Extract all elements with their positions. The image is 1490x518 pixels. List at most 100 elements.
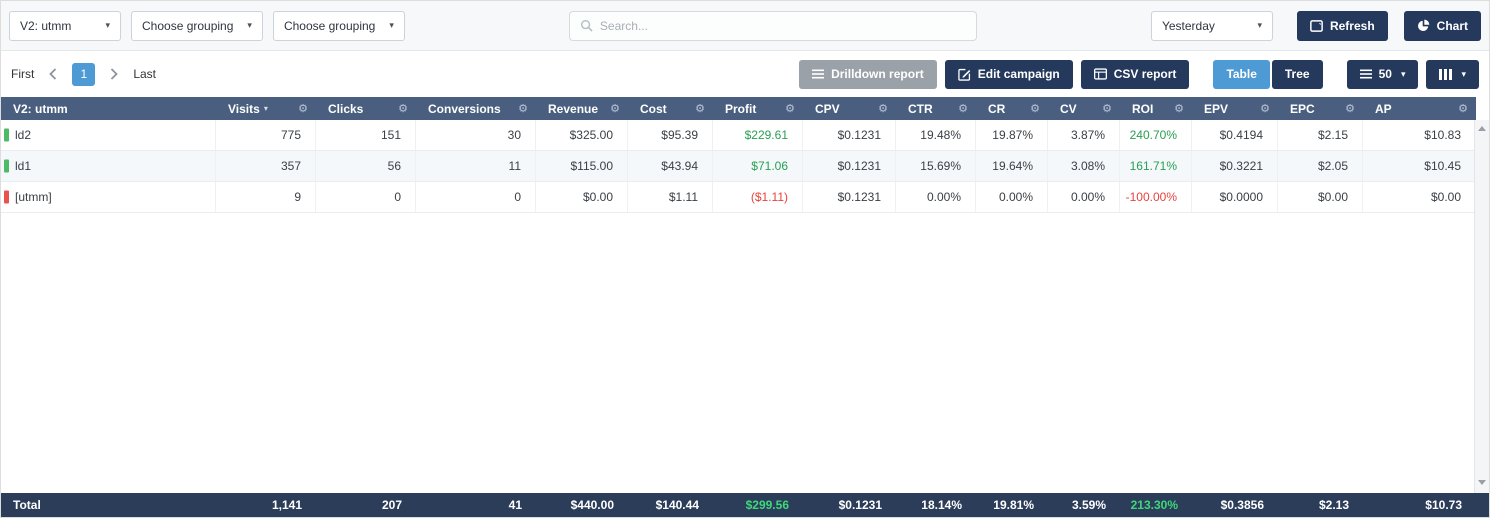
total-ctr: 18.14% <box>921 498 962 512</box>
column-header-profit[interactable]: Profit ⚙ <box>725 101 795 116</box>
campaign-select-value: V2: utmm <box>20 18 72 33</box>
scroll-up-arrow-icon[interactable] <box>1478 126 1486 131</box>
chevron-left-icon[interactable] <box>49 68 57 80</box>
column-header-cpv[interactable]: CPV ⚙ <box>815 101 888 116</box>
pagination: First 1 Last <box>11 62 157 86</box>
column-header-visits[interactable]: Visits ▾ ⚙ <box>228 101 308 116</box>
epc-cell: $2.05 <box>1278 151 1363 181</box>
epc-cell: $0.00 <box>1278 182 1363 212</box>
total-epc: $2.13 <box>1318 498 1349 512</box>
chart-button[interactable]: Chart <box>1403 10 1481 41</box>
column-settings-icon[interactable]: ⚙ <box>958 103 968 115</box>
ap-cell: $0.00 <box>1363 182 1476 212</box>
epv-cell: $0.0000 <box>1192 182 1278 212</box>
column-header-clicks[interactable]: Clicks ⚙ <box>328 101 408 116</box>
visits-cell: 775 <box>216 120 316 150</box>
scroll-down-arrow-icon[interactable] <box>1478 480 1486 485</box>
cpv-cell: $0.1231 <box>803 151 896 181</box>
profit-cell: ($1.11) <box>713 182 803 212</box>
column-header-epv[interactable]: EPV ⚙ <box>1204 101 1270 116</box>
roi-cell: -100.00% <box>1120 182 1192 212</box>
view-tree-button[interactable]: Tree <box>1271 59 1323 89</box>
column-header-epc[interactable]: EPC ⚙ <box>1290 101 1355 116</box>
view-table-button[interactable]: Table <box>1213 59 1270 89</box>
grouping-select-2-value: Choose grouping <box>283 18 376 33</box>
column-header-name[interactable]: V2: utmm <box>13 101 68 116</box>
cr-cell: 19.87% <box>976 120 1048 150</box>
row-name-cell: [utmm] <box>1 182 216 212</box>
status-indicator-green <box>4 128 9 142</box>
csv-report-button[interactable]: CSV report <box>1080 59 1190 89</box>
drilldown-report-button[interactable]: Drilldown report <box>799 59 937 89</box>
column-header-cv[interactable]: CV ⚙ <box>1060 101 1112 116</box>
column-settings-icon[interactable]: ⚙ <box>298 103 308 115</box>
column-settings-icon[interactable]: ⚙ <box>610 103 620 115</box>
visits-cell: 357 <box>216 151 316 181</box>
column-settings-icon[interactable]: ⚙ <box>1030 103 1040 115</box>
row-name-cell: ld1 <box>1 151 216 181</box>
edit-campaign-button[interactable]: Edit campaign <box>944 59 1073 89</box>
total-profit: $299.56 <box>745 498 789 512</box>
search-box <box>568 10 977 41</box>
column-header-roi[interactable]: ROI ⚙ <box>1132 101 1184 116</box>
report-table-area: V2: utmm Visits ▾ ⚙ Clicks ⚙ Conversions… <box>1 97 1489 493</box>
edit-campaign-label: Edit campaign <box>977 67 1060 81</box>
date-range-select[interactable]: Yesterday ▾ <box>1150 10 1273 41</box>
row-name-cell: ld2 <box>1 120 216 150</box>
search-input[interactable] <box>599 18 966 33</box>
grouping-select-1[interactable]: Choose grouping ▾ <box>131 10 263 41</box>
table-row[interactable]: ld2 775 151 30 $325.00 $95.39 $229.61 $0… <box>1 120 1476 151</box>
rows-per-page-value: 50 <box>1378 67 1392 81</box>
view-tree-label: Tree <box>1284 67 1310 81</box>
cr-cell: 0.00% <box>976 182 1048 212</box>
total-row: Total 1,141 207 41 $440.00 $140.44 $299.… <box>1 493 1489 517</box>
cpv-cell: $0.1231 <box>803 182 896 212</box>
profit-cell: $229.61 <box>713 120 803 150</box>
column-settings-icon[interactable]: ⚙ <box>878 103 888 115</box>
sort-desc-icon: ▾ <box>263 104 268 113</box>
column-header-cost[interactable]: Cost ⚙ <box>640 101 705 116</box>
column-settings-icon[interactable]: ⚙ <box>1458 103 1468 115</box>
column-settings-icon[interactable]: ⚙ <box>695 103 705 115</box>
edit-pencil-icon <box>958 68 971 81</box>
column-settings-icon[interactable]: ⚙ <box>1260 103 1270 115</box>
epv-cell: $0.3221 <box>1192 151 1278 181</box>
table-header-row: V2: utmm Visits ▾ ⚙ Clicks ⚙ Conversions… <box>1 97 1476 120</box>
refresh-button[interactable]: Refresh <box>1296 10 1388 41</box>
total-roi: 213.30% <box>1130 498 1178 512</box>
pagination-page-1[interactable]: 1 <box>72 62 96 86</box>
cost-cell: $95.39 <box>628 120 713 150</box>
csv-file-icon <box>1093 68 1107 80</box>
column-header-ctr[interactable]: CTR ⚙ <box>908 101 968 116</box>
column-header-cr[interactable]: CR ⚙ <box>988 101 1040 116</box>
columns-dropdown[interactable]: ▾ <box>1426 59 1479 89</box>
column-header-ap[interactable]: AP ⚙ <box>1375 101 1468 116</box>
pagination-last[interactable]: Last <box>133 67 157 81</box>
epc-cell: $2.15 <box>1278 120 1363 150</box>
column-settings-icon[interactable]: ⚙ <box>785 103 795 115</box>
column-settings-icon[interactable]: ⚙ <box>398 103 408 115</box>
status-indicator-green <box>4 159 9 173</box>
campaign-select[interactable]: V2: utmm ▾ <box>9 10 121 41</box>
chevron-down-icon: ▾ <box>105 20 110 30</box>
rows-per-page-dropdown[interactable]: 50 ▾ <box>1346 59 1419 89</box>
column-settings-icon[interactable]: ⚙ <box>518 103 528 115</box>
grouping-select-2[interactable]: Choose grouping ▾ <box>272 10 405 41</box>
table-row[interactable]: ld1 357 56 11 $115.00 $43.94 $71.06 $0.1… <box>1 151 1476 182</box>
vertical-scrollbar[interactable] <box>1474 120 1489 493</box>
view-table-label: Table <box>1226 67 1257 81</box>
chevron-right-icon[interactable] <box>110 68 119 80</box>
total-cost: $140.44 <box>655 498 699 512</box>
clicks-cell: 56 <box>316 151 416 181</box>
column-header-conversions[interactable]: Conversions ⚙ <box>428 101 528 116</box>
cv-cell: 3.87% <box>1048 120 1120 150</box>
pagination-first[interactable]: First <box>11 67 35 81</box>
total-cpv: $0.1231 <box>838 498 882 512</box>
top-toolbar: V2: utmm ▾ Choose grouping ▾ Choose grou… <box>1 1 1489 51</box>
column-settings-icon[interactable]: ⚙ <box>1345 103 1355 115</box>
column-settings-icon[interactable]: ⚙ <box>1174 103 1184 115</box>
column-settings-icon[interactable]: ⚙ <box>1102 103 1112 115</box>
table-row[interactable]: [utmm] 9 0 0 $0.00 $1.11 ($1.11) $0.1231… <box>1 182 1476 213</box>
column-header-revenue[interactable]: Revenue ⚙ <box>548 101 620 116</box>
ctr-cell: 15.69% <box>896 151 976 181</box>
